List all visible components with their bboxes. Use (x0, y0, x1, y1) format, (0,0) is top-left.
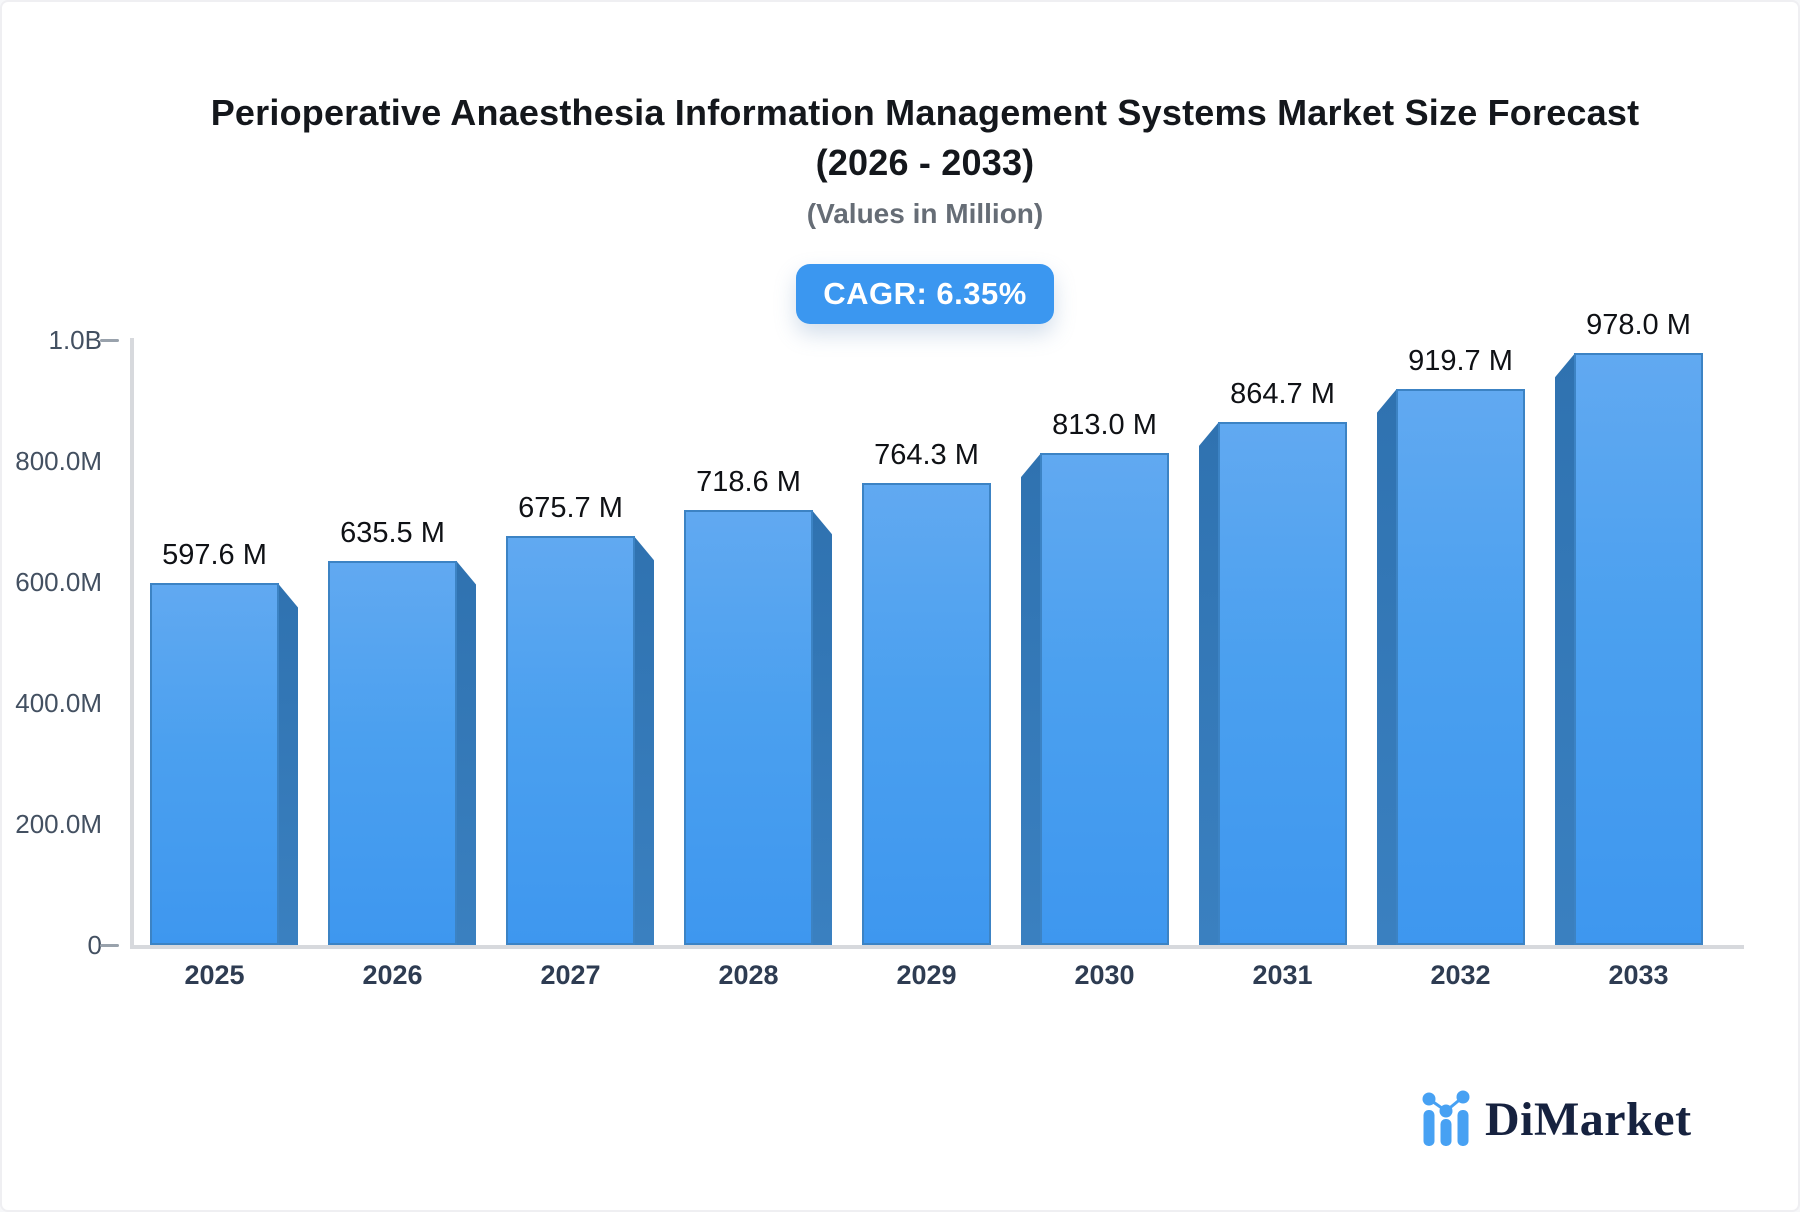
bar-face (684, 510, 813, 945)
bar-3d-side (278, 583, 298, 945)
bar-value-label: 635.5 M (340, 516, 445, 549)
bar-value-label: 764.3 M (874, 438, 979, 471)
bar-3d-side (634, 536, 654, 945)
x-axis-label-2029: 2029 (896, 960, 957, 990)
x-axis-label-2028: 2028 (718, 960, 779, 990)
bar-value-label: 718.6 M (696, 466, 801, 499)
bar-face (150, 583, 279, 945)
bar-face (328, 560, 457, 945)
bar-3d-side (1021, 453, 1041, 945)
logo-text: DiMarket (1485, 1093, 1692, 1146)
bar-3d-side (1199, 421, 1219, 945)
bar-value-label: 675.7 M (518, 492, 623, 525)
bar-value-label: 597.6 M (162, 539, 267, 572)
bar-value-label: 864.7 M (1230, 377, 1335, 410)
bar-value-label: 919.7 M (1408, 344, 1513, 377)
bar-3d-side (456, 560, 476, 945)
bar-3d-side (1377, 388, 1397, 945)
bar-face (1396, 388, 1525, 945)
y-axis-tick (100, 944, 119, 947)
bar-face (862, 482, 991, 945)
logo-bar-chart-icon (1420, 1086, 1472, 1146)
x-axis-label-2027: 2027 (540, 960, 601, 990)
bar-3d-side (1555, 353, 1575, 945)
bar-face (1218, 421, 1347, 945)
x-axis-label-2031: 2031 (1252, 960, 1313, 990)
page-title-line1: Perioperative Anaesthesia Information Ma… (210, 92, 1640, 133)
y-axis-label: 800.0M (15, 446, 102, 476)
x-axis-label-2030: 2030 (1074, 960, 1135, 990)
x-axis-label-2026: 2026 (362, 960, 423, 990)
y-axis-label: 1.0B (48, 325, 103, 355)
dimarket-logo: DiMarket (1420, 1086, 1692, 1146)
bar-face (506, 536, 635, 945)
x-axis-label-2025: 2025 (184, 960, 245, 990)
y-axis-label: 0 (87, 930, 102, 960)
bar-value-label: 978.0 M (1586, 309, 1691, 342)
chart-header: Perioperative Anaesthesia Information Ma… (2, 88, 1798, 324)
bar-face (1574, 353, 1703, 945)
x-axis-label-2033: 2033 (1608, 960, 1669, 990)
y-axis-line (130, 338, 134, 949)
cagr-badge: CAGR: 6.35% (796, 264, 1054, 324)
x-axis-line (130, 945, 1744, 949)
page-title-line2: (2026 - 2033) (815, 142, 1035, 183)
y-axis-label: 400.0M (15, 688, 102, 718)
bar-face (1040, 453, 1169, 945)
chart-subtitle: (Values in Million) (806, 198, 1044, 229)
x-axis-label-2032: 2032 (1430, 960, 1491, 990)
bar-3d-side (812, 510, 832, 945)
y-axis-label: 600.0M (15, 567, 102, 597)
y-axis-tick (100, 339, 119, 342)
bar-value-label: 813.0 M (1052, 409, 1157, 442)
y-axis-label: 200.0M (15, 809, 102, 839)
